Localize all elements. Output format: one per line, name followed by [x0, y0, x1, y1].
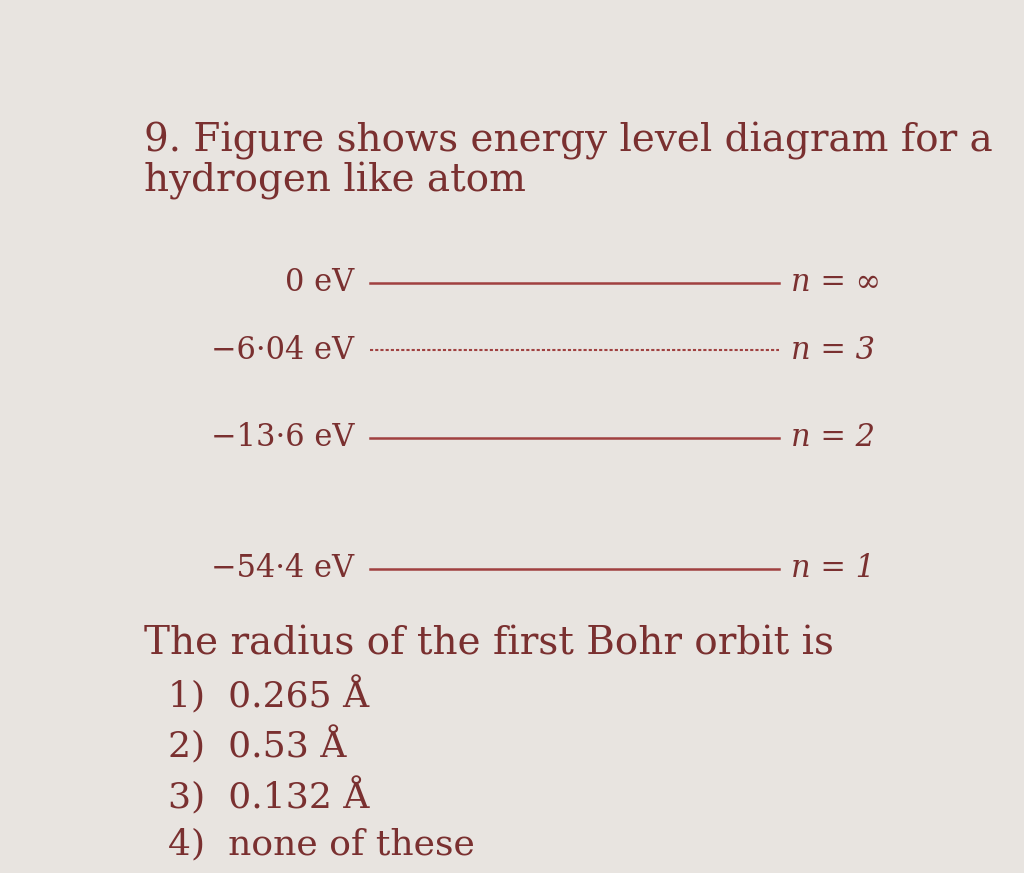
Text: 3)  0.132 Å: 3) 0.132 Å: [168, 777, 369, 815]
Text: 2)  0.53 Å: 2) 0.53 Å: [168, 726, 346, 765]
Text: 1)  0.265 Å: 1) 0.265 Å: [168, 676, 369, 714]
Text: n = 1: n = 1: [791, 553, 874, 584]
Text: n = ∞: n = ∞: [791, 267, 881, 299]
Text: n = 2: n = 2: [791, 422, 874, 453]
Text: 0 eV: 0 eV: [285, 267, 354, 299]
Text: −6·04 eV: −6·04 eV: [211, 334, 354, 366]
Text: 4)  none of these: 4) none of these: [168, 828, 474, 862]
Text: −13·6 eV: −13·6 eV: [211, 422, 354, 453]
Text: hydrogen like atom: hydrogen like atom: [143, 162, 526, 200]
Text: The radius of the first Bohr orbit is: The radius of the first Bohr orbit is: [143, 626, 834, 663]
Text: −54·4 eV: −54·4 eV: [211, 553, 354, 584]
Text: 9. Figure shows energy level diagram for a: 9. Figure shows energy level diagram for…: [143, 121, 992, 160]
Text: n = 3: n = 3: [791, 334, 874, 366]
